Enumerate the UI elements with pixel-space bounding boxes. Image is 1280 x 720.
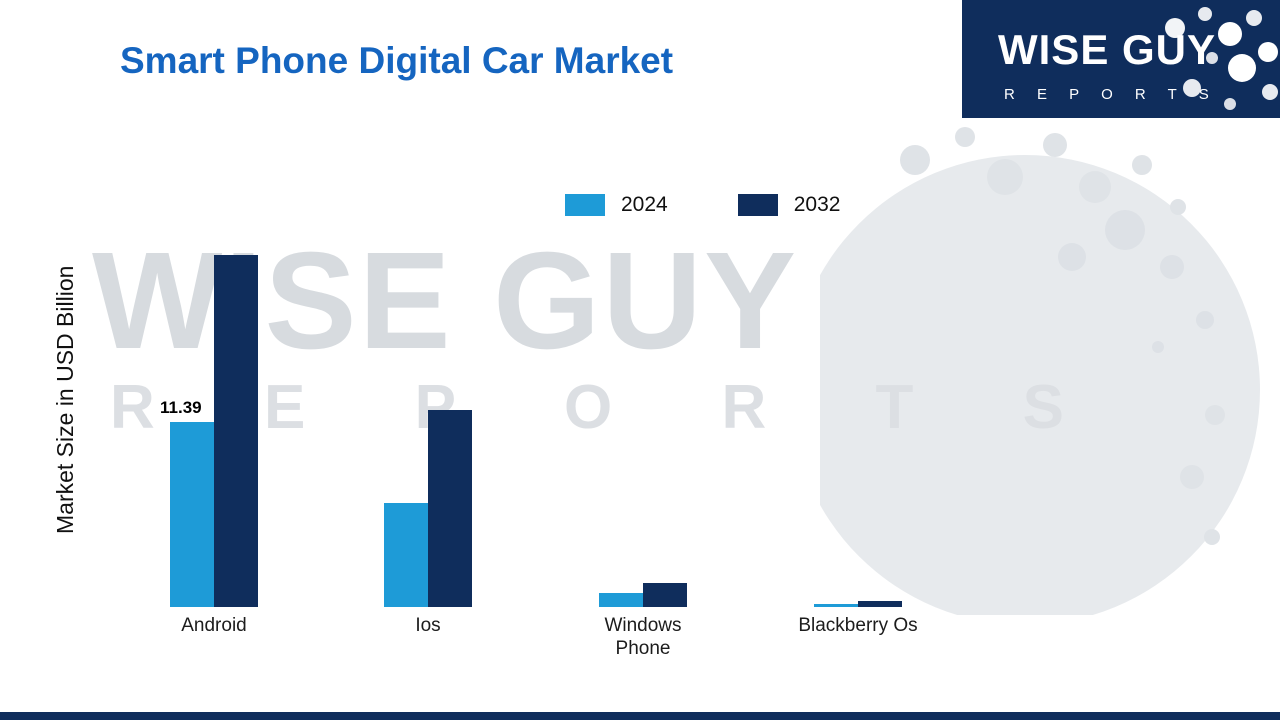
legend-swatch-2024 — [565, 194, 605, 216]
footer-bar — [0, 712, 1280, 720]
bar-2024-android — [170, 421, 214, 607]
chart-legend: 2024 2032 — [565, 193, 910, 217]
category-label-android: Android — [181, 615, 247, 636]
bar-2032-windows-phone — [643, 582, 687, 607]
legend-label-2032: 2032 — [793, 193, 841, 216]
logo-face-dots-icon — [1165, 7, 1278, 110]
bar-2032-ios — [428, 409, 472, 607]
legend-label-2024: 2024 — [621, 193, 668, 216]
bar-2024-blackberry-os — [814, 604, 858, 607]
face-watermark-icon — [820, 127, 1260, 615]
category-label-windows-phone: Windows Phone — [604, 615, 682, 659]
bar-2024-ios — [384, 503, 428, 607]
bar-2032-android — [214, 254, 258, 607]
legend-swatch-2032 — [737, 194, 778, 216]
watermark-text: WISE GUY — [92, 224, 799, 378]
bar-2024-windows-phone — [599, 593, 643, 607]
category-label-blackberry-os: Blackberry Os — [798, 615, 918, 636]
category-label-ios: Ios — [415, 615, 441, 636]
logo-subtitle: R E P O R T S — [1004, 86, 1218, 103]
bar-value-label: 11.39 — [160, 397, 202, 417]
page-title: Smart Phone Digital Car Market — [120, 40, 674, 81]
bar-2032-blackberry-os — [858, 600, 902, 607]
watermark-subtext: R E P O R T S — [110, 373, 1110, 442]
wiseguy-logo: WISE GUY R E P O R T S — [962, 0, 1280, 118]
